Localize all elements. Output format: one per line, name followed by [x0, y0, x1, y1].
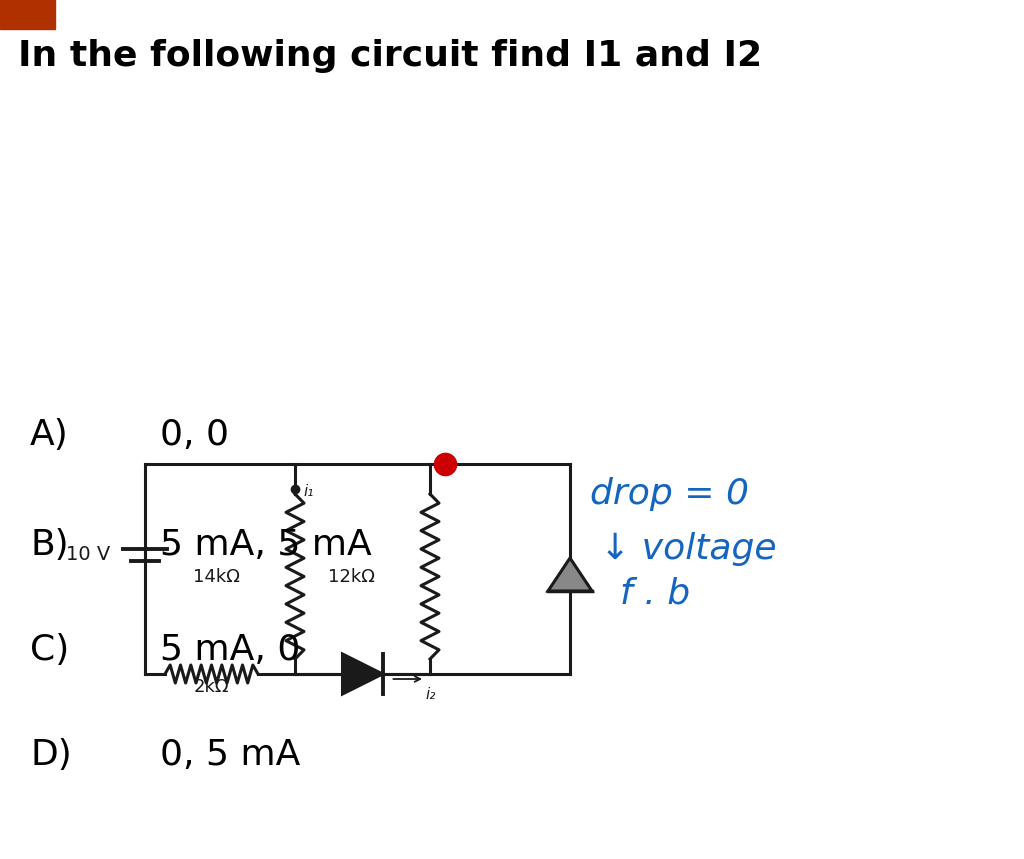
Text: 0, 0: 0, 0	[160, 418, 229, 452]
Text: drop = 0: drop = 0	[590, 477, 749, 511]
Text: 12kΩ: 12kΩ	[328, 568, 375, 586]
Text: 14kΩ: 14kΩ	[194, 568, 240, 586]
Text: ↓ voltage: ↓ voltage	[600, 532, 776, 566]
Text: 5 mA, 0: 5 mA, 0	[160, 633, 300, 667]
Text: In the following circuit find I1 and I2: In the following circuit find I1 and I2	[18, 39, 762, 73]
Text: D): D)	[30, 738, 72, 772]
Bar	[0, 0, 55, 29]
Polygon shape	[548, 558, 592, 591]
Text: i₁: i₁	[303, 484, 313, 499]
Text: B): B)	[30, 528, 69, 562]
Text: 5 mA, 5 mA: 5 mA, 5 mA	[160, 528, 372, 562]
Text: f . b: f . b	[620, 577, 690, 611]
Text: 10 V: 10 V	[66, 545, 110, 564]
Text: A): A)	[30, 418, 69, 452]
Text: 0, 5 mA: 0, 5 mA	[160, 738, 300, 772]
Polygon shape	[342, 654, 383, 694]
Text: i₂: i₂	[425, 687, 435, 702]
Text: C): C)	[30, 633, 70, 667]
Text: 2kΩ: 2kΩ	[194, 678, 229, 696]
